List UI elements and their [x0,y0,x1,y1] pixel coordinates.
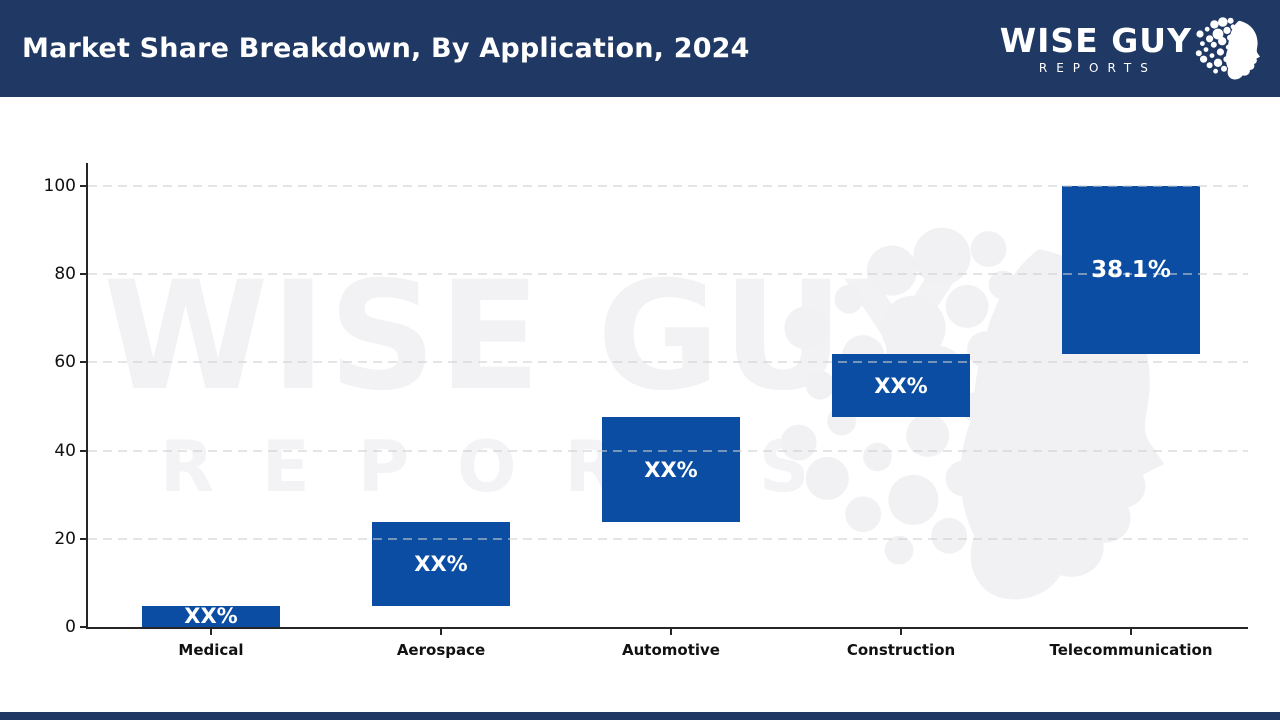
bar-construction [832,354,970,418]
y-tick-100 [80,185,88,187]
brand-logo-secondary: REPORTS [1038,60,1157,75]
header-bar: Market Share Breakdown, By Application, … [0,0,1280,97]
x-tick-automotive [670,627,672,635]
bar-value-label-telecommunication: 38.1% [1091,257,1171,283]
gridline-60 [88,361,1248,364]
brand-face-dots-icon [1195,16,1260,79]
brand-logo-text: WISE GUY REPORTS [1000,24,1192,74]
bar-value-label-construction: XX% [874,373,928,398]
x-tick-telecommunication [1130,627,1132,635]
page-title: Market Share Breakdown, By Application, … [22,33,750,64]
y-tick-label-40: 40 [54,440,76,461]
y-axis-spine [86,163,88,629]
bar-telecommunication [1062,186,1200,355]
gridline-40 [88,449,1248,452]
x-category-label-construction: Construction [846,641,956,659]
y-tick-40 [80,449,88,452]
bar-automotive [602,417,740,523]
bar-value-label-automotive: XX% [644,457,698,482]
x-category-label-aerospace: Aerospace [396,641,486,659]
y-tick-80 [80,273,88,276]
gridline-20 [88,537,1248,540]
watermark-face-dots-icon [780,227,1165,600]
y-tick-label-100: 100 [43,176,76,196]
x-tick-construction [900,627,902,635]
waterfall-chart: XX% XX% XX% XX% 38.1% 0 20 40 60 80 100 Medical Aero… [0,97,1280,712]
x-category-label-telecommunication: Telecommunication [1049,641,1213,659]
y-tick-20 [80,537,88,540]
x-tick-aerospace [440,627,442,635]
gridline-100 [88,185,1248,187]
x-category-label-medical: Medical [178,641,244,659]
gridline-80 [88,273,1248,276]
y-tick-label-80: 80 [54,264,76,285]
y-tick-label-0: 0 [65,617,76,637]
y-tick-60 [80,361,88,364]
x-tick-medical [210,627,212,635]
y-tick-label-60: 60 [54,352,76,373]
footer-bar [0,712,1280,720]
y-tick-0 [80,626,88,628]
bar-value-label-aerospace: XX% [414,551,468,576]
bar-value-label-medical: XX% [184,604,238,629]
y-tick-label-20: 20 [54,528,76,549]
bar-medical [142,605,280,627]
x-category-label-automotive: Automotive [622,641,720,659]
x-axis-spine [86,627,1248,629]
brand-logo: WISE GUY REPORTS [1000,7,1266,91]
bar-aerospace [372,522,510,606]
brand-logo-primary: WISE GUY [999,20,1192,60]
